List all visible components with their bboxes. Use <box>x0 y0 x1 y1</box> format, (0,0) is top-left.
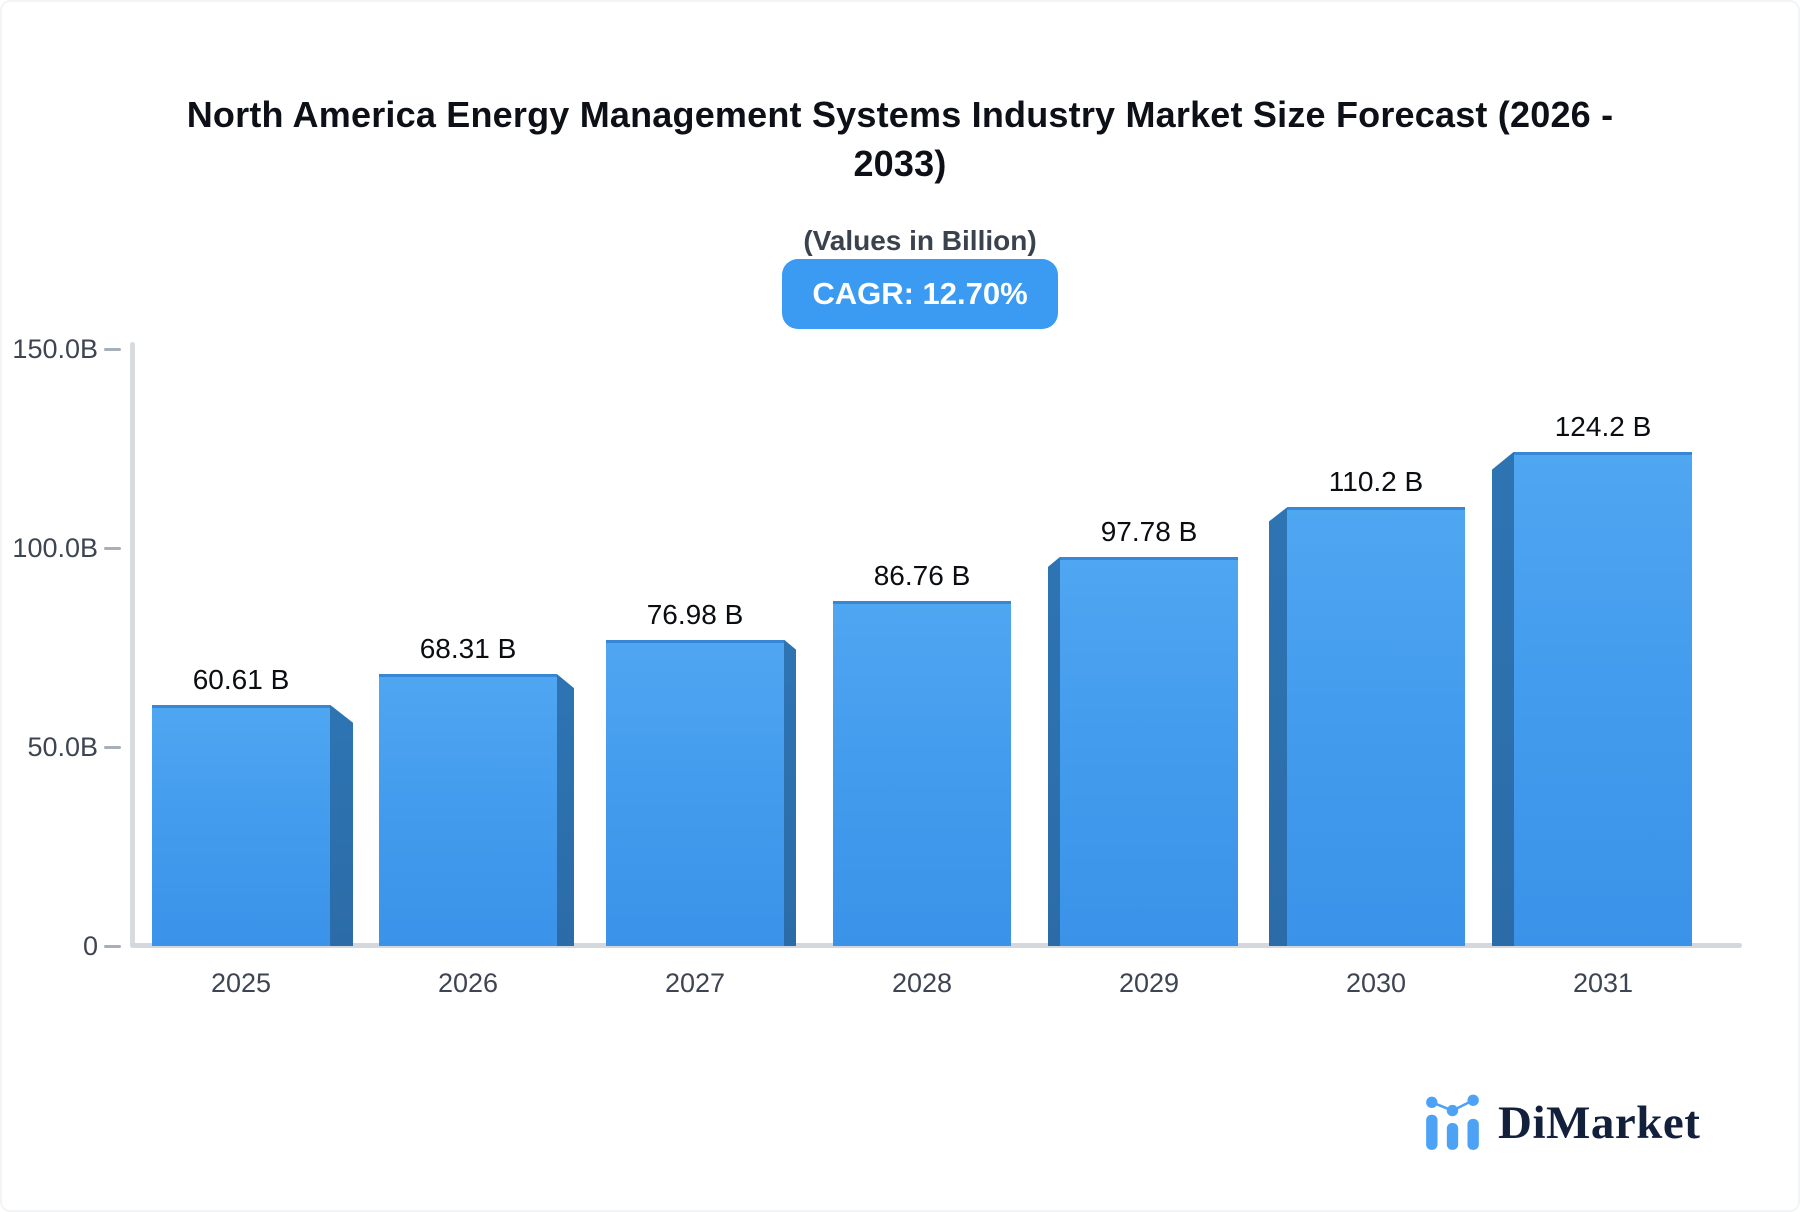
y-tick-label: 50.0B <box>27 732 98 762</box>
x-axis-label: 2031 <box>1572 968 1634 998</box>
brand-logo: DiMarket <box>1422 1092 1700 1154</box>
bar-side-face <box>784 639 796 946</box>
x-axis-label: 2030 <box>1345 968 1407 998</box>
x-axis-label: 2029 <box>1118 968 1180 998</box>
bar-chart-logo-icon <box>1426 1094 1479 1150</box>
brand-name: DiMarket <box>1498 1097 1701 1149</box>
bar-side-face <box>330 704 353 946</box>
bar-value-label: 76.98 B <box>646 598 744 630</box>
cagr-badge-row: CAGR: 12.70% <box>42 259 1798 329</box>
x-axis-label: 2026 <box>437 968 499 998</box>
bar-side-face <box>557 674 574 946</box>
cagr-badge: CAGR: 12.70% <box>782 259 1058 329</box>
bar[interactable] <box>1514 451 1692 946</box>
bar-value-label: 68.31 B <box>419 633 517 665</box>
bar-group: 76.98 B <box>606 599 796 946</box>
y-tick-label: 100.0B <box>12 533 98 563</box>
bar[interactable] <box>833 600 1011 946</box>
y-tick-mark <box>104 347 121 351</box>
y-tick-label: 150.0B <box>12 334 98 364</box>
bar-side-face <box>1048 556 1060 946</box>
y-tick-mark <box>104 745 121 749</box>
bar[interactable] <box>1287 507 1465 946</box>
bar[interactable] <box>1060 556 1238 946</box>
bar-value-label: 110.2 B <box>1328 466 1424 498</box>
y-tick-label: 0 <box>82 931 98 961</box>
bar-side-face <box>1492 451 1514 946</box>
bar-value-label: 124.2 B <box>1554 410 1652 442</box>
x-axis-label: 2028 <box>891 968 953 998</box>
bar-group: 97.78 B <box>1048 516 1238 946</box>
bar-group: 110.2 B <box>1269 466 1465 946</box>
bar[interactable] <box>152 704 330 946</box>
bar-value-label: 60.61 B <box>192 663 290 695</box>
y-tick-mark <box>104 944 121 948</box>
x-axis-label: 2025 <box>210 968 272 998</box>
bar-group: 124.2 B <box>1492 411 1692 946</box>
bar-group: 86.76 B <box>833 560 1011 946</box>
bar[interactable] <box>379 674 557 946</box>
bar-group: 68.31 B <box>379 633 574 946</box>
bar-side-face <box>1269 507 1287 946</box>
bar-value-label: 86.76 B <box>873 559 971 591</box>
bar[interactable] <box>606 639 784 946</box>
chart-subtitle: (Values in Billion) <box>803 225 1037 256</box>
y-tick-mark <box>104 546 121 550</box>
chart-title: North America Energy Management Systems … <box>2 90 1798 188</box>
y-axis-line <box>130 342 135 946</box>
bar-value-label: 97.78 B <box>1100 515 1198 547</box>
chart-title-line2: 2033) <box>853 143 947 184</box>
bar-group: 60.61 B <box>152 664 353 946</box>
x-axis-label: 2027 <box>664 968 726 998</box>
chart-title-line1: North America Energy Management Systems … <box>186 94 1614 135</box>
